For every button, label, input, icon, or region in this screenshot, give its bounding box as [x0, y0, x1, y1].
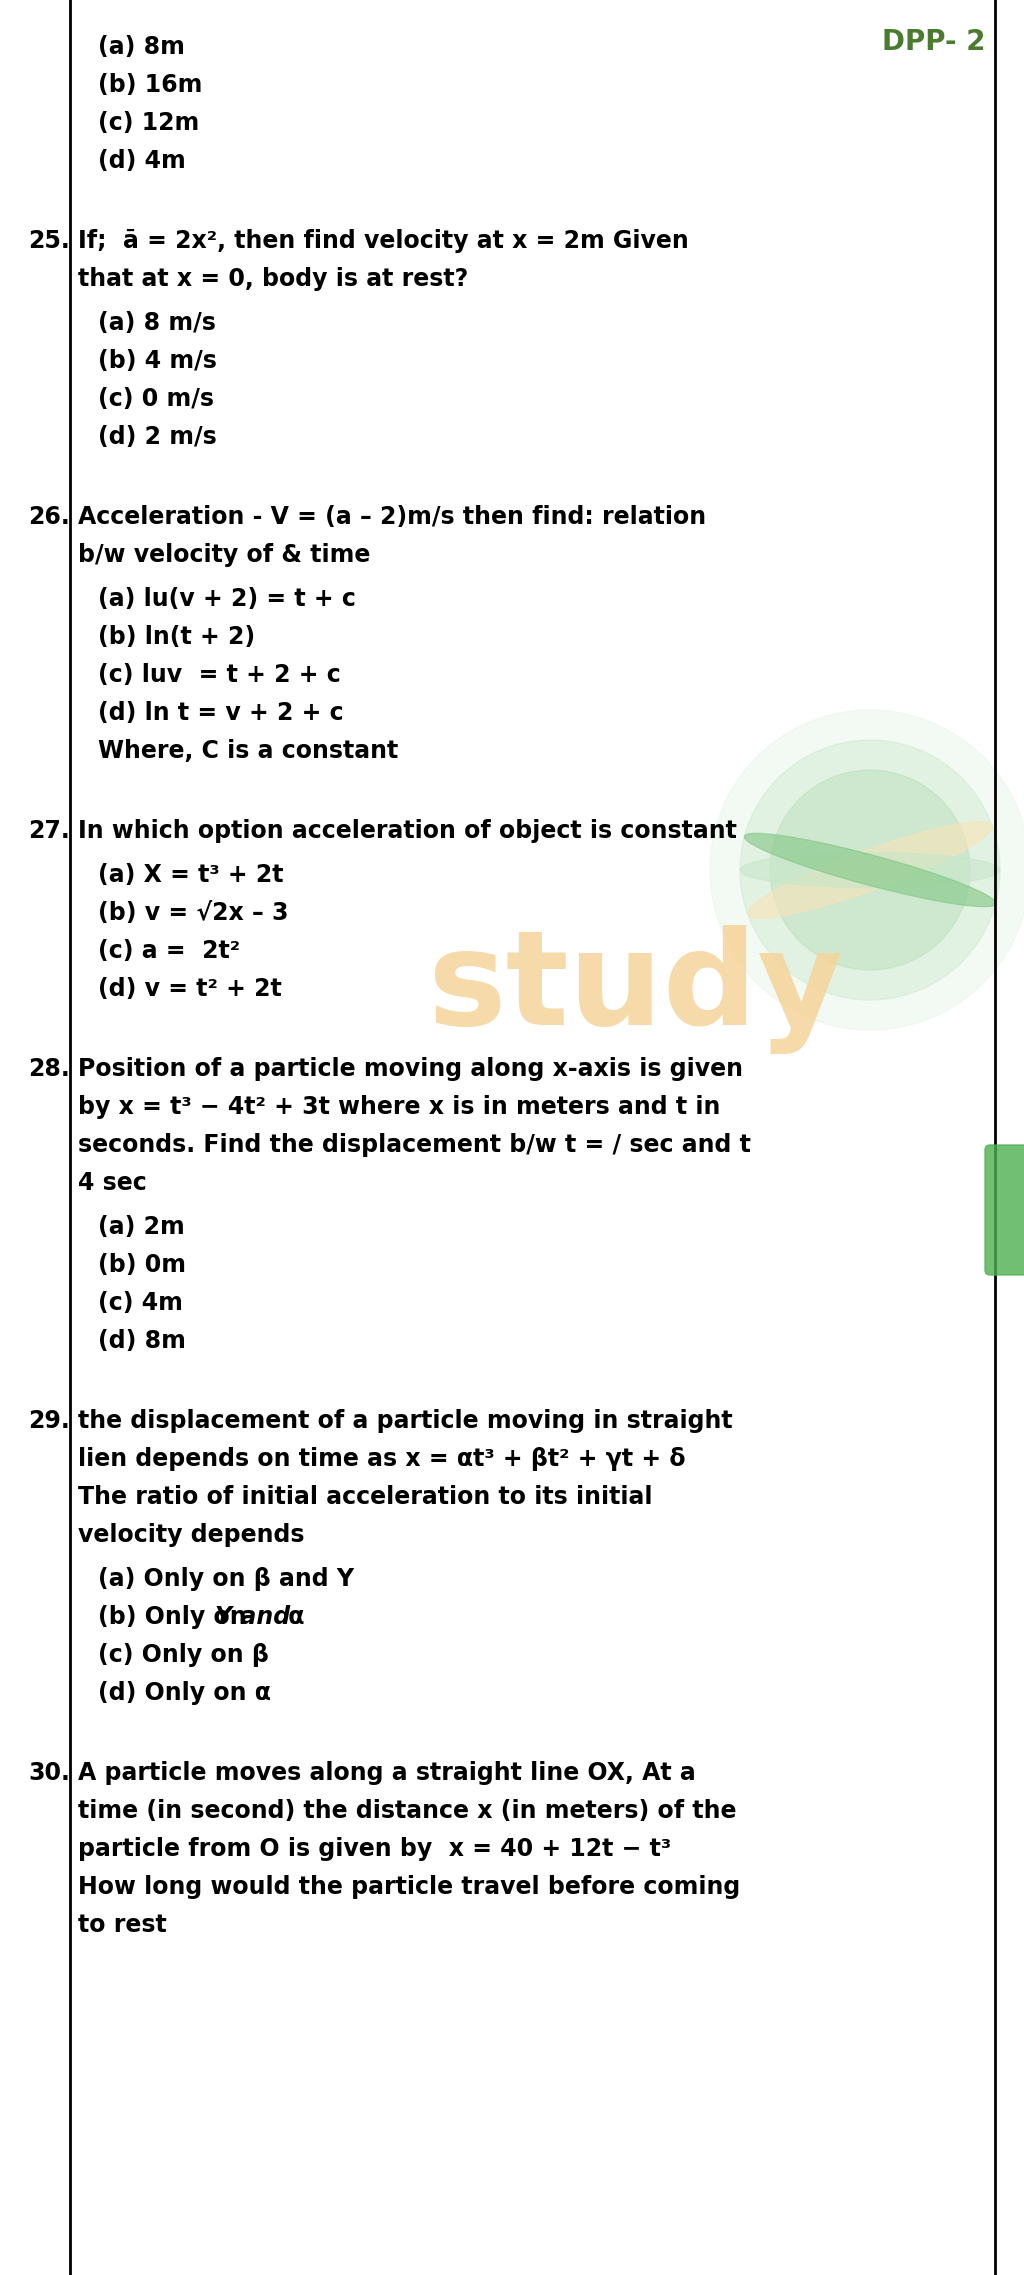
Text: (b) 16m: (b) 16m: [98, 73, 203, 98]
Text: Position of a particle moving along x-axis is given: Position of a particle moving along x-ax…: [78, 1058, 743, 1081]
Text: (c) 0 m/s: (c) 0 m/s: [98, 387, 214, 412]
Text: (c) 4m: (c) 4m: [98, 1290, 183, 1315]
Text: time (in second) the distance x (in meters) of the: time (in second) the distance x (in mete…: [78, 1800, 736, 1822]
Text: lien depends on time as x = αt³ + βt² + γt + δ: lien depends on time as x = αt³ + βt² + …: [78, 1447, 685, 1472]
Text: (c) 12m: (c) 12m: [98, 111, 200, 134]
Text: (a) lu(v + 2) = t + c: (a) lu(v + 2) = t + c: [98, 587, 356, 612]
Text: Y and: Y and: [215, 1604, 290, 1629]
Circle shape: [710, 710, 1024, 1031]
Text: (d) Only on α: (d) Only on α: [98, 1681, 271, 1704]
Text: If;  ā = 2x², then find velocity at x = 2m Given: If; ā = 2x², then find velocity at x = 2…: [78, 230, 689, 253]
Text: (c) luv  = t + 2 + c: (c) luv = t + 2 + c: [98, 662, 341, 687]
Text: 30.: 30.: [28, 1761, 70, 1786]
Text: 25.: 25.: [28, 230, 70, 253]
Text: seconds. Find the displacement b/w t = / sec and t: seconds. Find the displacement b/w t = /…: [78, 1133, 751, 1158]
Text: b/w velocity of & time: b/w velocity of & time: [78, 544, 371, 566]
Text: (d) ln t = v + 2 + c: (d) ln t = v + 2 + c: [98, 701, 344, 726]
Text: the displacement of a particle moving in straight: the displacement of a particle moving in…: [78, 1408, 732, 1433]
Ellipse shape: [744, 833, 995, 908]
Text: (d) 2 m/s: (d) 2 m/s: [98, 425, 217, 448]
Text: (d) v = t² + 2t: (d) v = t² + 2t: [98, 976, 282, 1001]
Text: (d) 8m: (d) 8m: [98, 1329, 186, 1354]
Text: (d) 4m: (d) 4m: [98, 148, 185, 173]
Text: 26.: 26.: [28, 505, 70, 530]
Text: The ratio of initial acceleration to its initial: The ratio of initial acceleration to its…: [78, 1486, 652, 1508]
Circle shape: [740, 739, 1000, 1001]
FancyBboxPatch shape: [985, 1144, 1024, 1274]
Text: (a) 2m: (a) 2m: [98, 1215, 184, 1240]
Text: by x = t³ − 4t² + 3t where x is in meters and t in: by x = t³ − 4t² + 3t where x is in meter…: [78, 1094, 720, 1119]
Text: How long would the particle travel before coming: How long would the particle travel befor…: [78, 1875, 740, 1900]
Circle shape: [770, 769, 970, 969]
Text: (a) 8 m/s: (a) 8 m/s: [98, 312, 216, 334]
Text: α: α: [280, 1604, 304, 1629]
Text: (b) 0m: (b) 0m: [98, 1254, 186, 1276]
Text: study: study: [427, 926, 843, 1053]
Text: (b) 4 m/s: (b) 4 m/s: [98, 348, 217, 373]
Text: In which option acceleration of object is constant: In which option acceleration of object i…: [78, 819, 737, 844]
Text: (a) X = t³ + 2t: (a) X = t³ + 2t: [98, 862, 284, 887]
Text: (a) 8m: (a) 8m: [98, 34, 185, 59]
Text: to rest: to rest: [78, 1913, 167, 1936]
Text: DPP- 2: DPP- 2: [882, 27, 985, 57]
Ellipse shape: [740, 853, 1000, 887]
Text: Acceleration - V = (a – 2)m/s then find: relation: Acceleration - V = (a – 2)m/s then find:…: [78, 505, 707, 530]
Text: 29.: 29.: [28, 1408, 70, 1433]
Text: 4 sec: 4 sec: [78, 1172, 146, 1194]
Text: 27.: 27.: [28, 819, 70, 844]
Text: A particle moves along a straight line OX, At a: A particle moves along a straight line O…: [78, 1761, 695, 1786]
Text: (a) Only on β and Y: (a) Only on β and Y: [98, 1567, 354, 1590]
Text: that at x = 0, body is at rest?: that at x = 0, body is at rest?: [78, 266, 468, 291]
Text: particle from O is given by  x = 40 + 12t − t³: particle from O is given by x = 40 + 12t…: [78, 1836, 671, 1861]
Text: (b) ln(t + 2): (b) ln(t + 2): [98, 626, 255, 648]
Ellipse shape: [748, 821, 992, 919]
Text: velocity depends: velocity depends: [78, 1522, 304, 1547]
Text: (c) a =  2t²: (c) a = 2t²: [98, 940, 240, 962]
Text: (b) Only on: (b) Only on: [98, 1604, 255, 1629]
Text: Where, C is a constant: Where, C is a constant: [98, 739, 398, 762]
Text: (c) Only on β: (c) Only on β: [98, 1643, 269, 1668]
Text: (b) v = √2x – 3: (b) v = √2x – 3: [98, 901, 289, 926]
Text: 28.: 28.: [28, 1058, 70, 1081]
